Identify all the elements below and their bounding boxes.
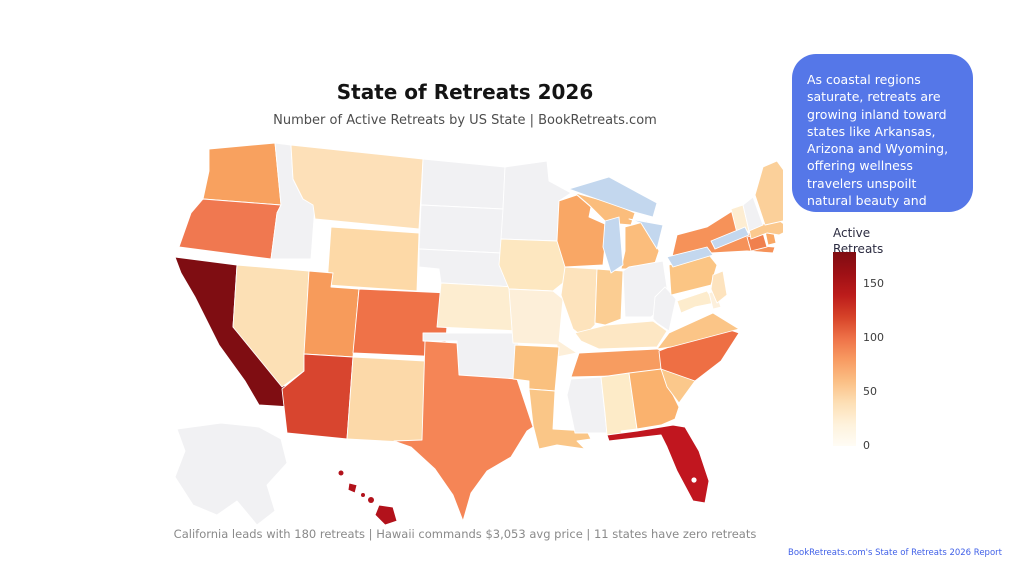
state-va[interactable] xyxy=(656,312,740,350)
state-wv[interactable] xyxy=(652,286,677,332)
state-hi-island-1[interactable] xyxy=(338,470,344,476)
state-hi-island-3[interactable] xyxy=(361,493,365,497)
state-tx[interactable] xyxy=(393,340,534,522)
lake-superior xyxy=(568,176,658,218)
state-ia[interactable] xyxy=(498,238,568,292)
lake-huron xyxy=(628,218,664,250)
state-ms[interactable] xyxy=(566,376,608,434)
legend-title-line1: Active xyxy=(833,226,871,240)
lake-michigan xyxy=(602,216,624,274)
legend-tick-label: 150 xyxy=(863,277,884,291)
state-ks[interactable] xyxy=(436,282,522,332)
state-me[interactable] xyxy=(754,160,783,226)
insight-callout-text: As coastal regions saturate, retreats ar… xyxy=(807,72,949,225)
insight-callout: As coastal regions saturate, retreats ar… xyxy=(792,54,973,225)
state-nd[interactable] xyxy=(420,158,506,210)
lake-ontario xyxy=(710,226,750,250)
state-nj[interactable] xyxy=(710,270,728,304)
state-mo[interactable] xyxy=(508,288,578,358)
state-ak[interactable] xyxy=(174,422,288,526)
header: State of Retreats 2026 Number of Active … xyxy=(165,80,765,128)
state-hi-island-4[interactable] xyxy=(368,497,374,503)
lake-erie xyxy=(666,246,714,268)
state-hi-island-2[interactable] xyxy=(347,482,358,494)
state-ar[interactable] xyxy=(512,344,560,392)
legend-ticks: 150 100 50 0 xyxy=(863,252,897,452)
caption: California leads with 180 retreats | Haw… xyxy=(173,527,757,541)
state-il[interactable] xyxy=(560,266,598,338)
state-md[interactable] xyxy=(676,290,716,314)
state-ky[interactable] xyxy=(574,320,668,350)
page-subtitle: Number of Active Retreats by US State | … xyxy=(273,113,657,128)
state-hi-island-5[interactable] xyxy=(374,504,398,526)
state-or[interactable] xyxy=(178,198,282,260)
page-title: State of Retreats 2026 xyxy=(336,80,594,104)
state-la[interactable] xyxy=(528,388,592,450)
footer-credit: BookRetreats.com's State of Retreats 202… xyxy=(788,548,1002,558)
state-sd[interactable] xyxy=(418,204,506,254)
state-nv[interactable] xyxy=(232,264,310,388)
state-wy[interactable] xyxy=(326,226,420,292)
legend-tick-label: 0 xyxy=(863,439,870,452)
us-choropleth-map[interactable] xyxy=(163,133,783,533)
state-fl[interactable] xyxy=(606,424,710,504)
legend-colorbar xyxy=(833,252,856,446)
lake-okeechobee xyxy=(691,477,697,483)
state-nh[interactable] xyxy=(742,196,764,232)
state-wa[interactable] xyxy=(202,142,282,206)
state-nm[interactable] xyxy=(346,356,426,444)
legend-tick-label: 50 xyxy=(863,385,877,399)
legend: Active Retreats 150 100 50 0 xyxy=(833,226,884,452)
state-in[interactable] xyxy=(594,268,624,326)
legend-tick-label: 100 xyxy=(863,331,884,345)
